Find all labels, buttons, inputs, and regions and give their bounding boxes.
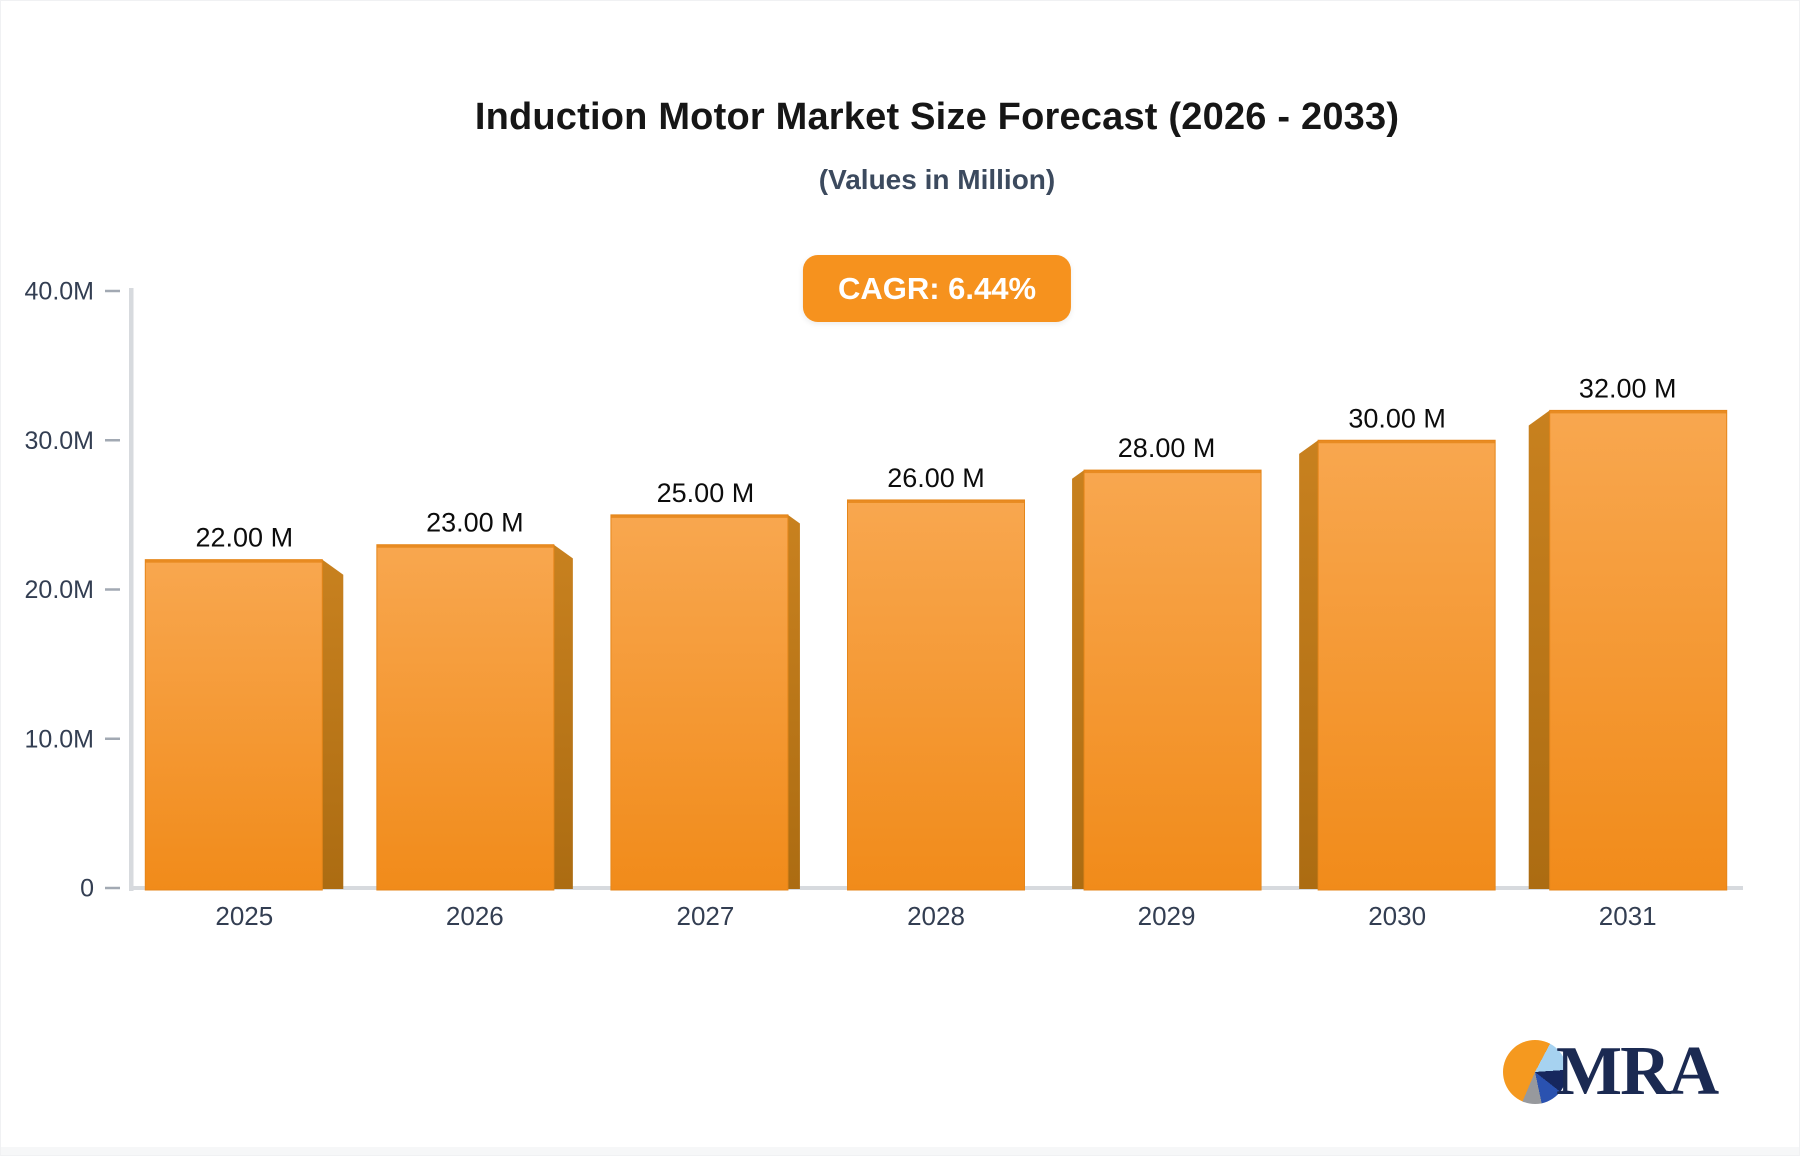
bar-value-label: 32.00 M (1579, 373, 1677, 403)
bar-group-2025: 22.00 M 2025 (144, 523, 344, 931)
bar-side-face (1299, 440, 1319, 889)
chart-subtitle: (Values in Million) (818, 163, 1056, 195)
logo-text: MRA (1556, 1033, 1719, 1110)
bar-front-face (144, 559, 323, 891)
bar-front-face (1549, 409, 1728, 891)
y-axis-tick (105, 588, 120, 591)
y-axis-tick (105, 289, 120, 293)
bar-front-face (1083, 469, 1262, 891)
bar-front-face (376, 544, 555, 891)
bar-front-face (1317, 439, 1496, 891)
bar-top-edge (610, 514, 788, 518)
y-axis-tick (105, 737, 120, 740)
bar-group-2030: 30.00 M 2030 (1299, 403, 1496, 931)
x-axis-label: 2026 (446, 901, 504, 931)
bar-top-edge (376, 544, 554, 548)
chart-title: Induction Motor Market Size Forecast (20… (474, 96, 1400, 138)
bar-side-face (787, 514, 800, 889)
y-axis-tick (105, 439, 120, 442)
y-axis-tick (105, 886, 120, 890)
bar-value-label: 28.00 M (1118, 433, 1216, 463)
pie-chart-icon (1503, 1040, 1567, 1104)
bar-front-face (610, 514, 789, 891)
bar-side-face (322, 559, 344, 889)
bar-top-edge (1549, 410, 1727, 414)
y-axis-line (129, 288, 134, 891)
y-axis-label: 0 (80, 875, 94, 903)
x-axis-label: 2031 (1599, 901, 1657, 931)
x-axis-label: 2030 (1368, 901, 1426, 931)
cagr-badge: CAGR: 6.44% (802, 255, 1072, 322)
x-axis-label: 2027 (677, 901, 735, 931)
y-axis-label: 30.0M (25, 427, 94, 455)
footer-band (1, 1147, 1799, 1155)
mra-logo: MRA (1503, 1033, 1719, 1110)
bar-top-edge (145, 559, 323, 563)
bar-top-edge (847, 499, 1025, 503)
y-axis-label: 10.0M (25, 725, 94, 753)
title-block: Induction Motor Market Size Forecast (20… (131, 1, 1743, 194)
bar-value-label: 30.00 M (1348, 403, 1446, 433)
bar-group-2031: 32.00 M 2031 (1528, 373, 1728, 931)
bar-value-label: 25.00 M (657, 478, 755, 508)
bar-top-edge (1318, 440, 1496, 444)
bar-group-2026: 23.00 M 2026 (376, 508, 573, 931)
y-axis-label: 20.0M (25, 576, 94, 604)
bar-group-2029: 28.00 M 2029 (1072, 433, 1262, 931)
bar-top-edge (1084, 470, 1262, 474)
bar-front-face (847, 499, 1025, 891)
bar-value-label: 23.00 M (426, 508, 524, 538)
bar-value-label: 22.00 M (196, 523, 294, 553)
bar-side-face (1528, 410, 1550, 889)
y-axis-label: 40.0M (25, 278, 94, 306)
bar-group-2028: 26.00 M 2028 (847, 463, 1025, 931)
x-axis-label: 2025 (215, 901, 273, 931)
x-axis-label: 2029 (1138, 901, 1196, 931)
bar-side-face (1072, 470, 1085, 889)
bar-group-2027: 25.00 M 2027 (610, 478, 800, 931)
bar-value-label: 26.00 M (887, 463, 985, 493)
bar-side-face (553, 544, 573, 889)
x-axis-label: 2028 (907, 901, 965, 931)
